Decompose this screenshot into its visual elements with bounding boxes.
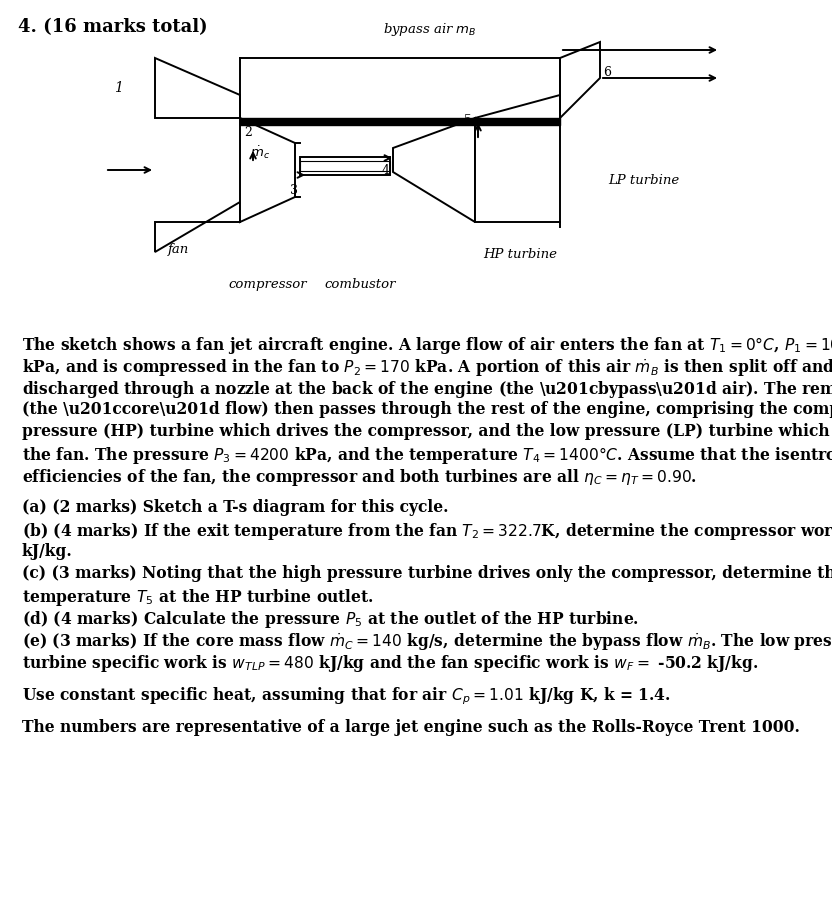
Text: 4. (16 marks total): 4. (16 marks total) (18, 18, 208, 36)
Text: $\dot{m}_c$: $\dot{m}_c$ (250, 144, 270, 161)
Text: the fan. The pressure $P_3 = 4200$ kPa, and the temperature $T_4 = 1400°C$. Assu: the fan. The pressure $P_3 = 4200$ kPa, … (22, 445, 832, 466)
Text: 4: 4 (382, 164, 390, 177)
Text: 3: 3 (290, 184, 298, 197)
Text: fan: fan (167, 243, 189, 256)
Text: pressure (HP) turbine which drives the compressor, and the low pressure (LP) tur: pressure (HP) turbine which drives the c… (22, 423, 832, 440)
Text: temperature $T_5$ at the HP turbine outlet.: temperature $T_5$ at the HP turbine outl… (22, 587, 374, 608)
Text: The numbers are representative of a large jet engine such as the Rolls-Royce Tre: The numbers are representative of a larg… (22, 719, 800, 736)
Text: (a) (2 marks) Sketch a T-s diagram for this cycle.: (a) (2 marks) Sketch a T-s diagram for t… (22, 499, 448, 516)
Text: The sketch shows a fan jet aircraft engine. A large flow of air enters the fan a: The sketch shows a fan jet aircraft engi… (22, 335, 832, 356)
Text: HP turbine: HP turbine (483, 248, 557, 261)
Bar (300, 161, 390, 171)
Text: bypass air $m_B$: bypass air $m_B$ (384, 21, 477, 38)
Text: kPa, and is compressed in the fan to $P_2 = 170$ kPa. A portion of this air $\do: kPa, and is compressed in the fan to $P_… (22, 357, 832, 379)
Text: (d) (4 marks) Calculate the pressure $P_5$ at the outlet of the HP turbine.: (d) (4 marks) Calculate the pressure $P_… (22, 609, 639, 630)
Text: turbine specific work is $w_{TLP} = 480$ kJ/kg and the fan specific work is $w_F: turbine specific work is $w_{TLP} = 480$… (22, 653, 758, 674)
Text: 1: 1 (113, 81, 122, 95)
Text: (b) (4 marks) If the exit temperature from the fan $T_2 = 322.7$K, determine the: (b) (4 marks) If the exit temperature fr… (22, 521, 832, 542)
Text: compressor: compressor (229, 278, 307, 291)
Text: Use constant specific heat, assuming that for air $C_p = 1.01$ kJ/kg K, k = 1.4.: Use constant specific heat, assuming tha… (22, 685, 671, 706)
Polygon shape (240, 118, 295, 222)
Text: discharged through a nozzle at the back of the engine (the \u201cbypass\u201d ai: discharged through a nozzle at the back … (22, 379, 832, 401)
Text: 5: 5 (464, 114, 472, 127)
Bar (300, 157, 390, 175)
Polygon shape (475, 95, 560, 222)
Text: combustor: combustor (324, 278, 396, 291)
Text: (c) (3 marks) Noting that the high pressure turbine drives only the compressor, : (c) (3 marks) Noting that the high press… (22, 565, 832, 582)
Text: (the \u201ccore\u201d flow) then passes through the rest of the engine, comprisi: (the \u201ccore\u201d flow) then passes … (22, 401, 832, 418)
Text: 6: 6 (603, 66, 611, 78)
Polygon shape (155, 202, 240, 252)
Text: LP turbine: LP turbine (608, 174, 679, 187)
Text: (e) (3 marks) If the core mass flow $\dot{m}_C = 140$ kg/s, determine the bypass: (e) (3 marks) If the core mass flow $\do… (22, 631, 832, 653)
Polygon shape (155, 58, 240, 118)
Polygon shape (393, 118, 475, 222)
Polygon shape (560, 42, 600, 118)
Text: 2: 2 (244, 126, 252, 139)
Text: efficiencies of the fan, the compressor and both turbines are all $\eta_C = \eta: efficiencies of the fan, the compressor … (22, 467, 697, 488)
Text: kJ/kg.: kJ/kg. (22, 543, 72, 560)
